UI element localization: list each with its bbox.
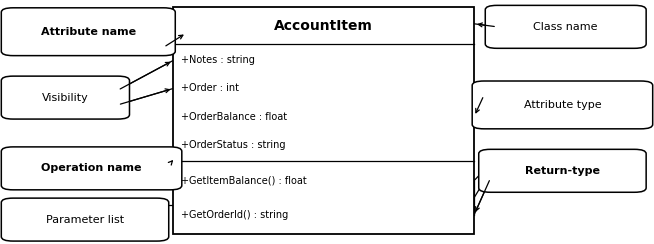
Text: +GetOrderId() : string: +GetOrderId() : string — [181, 210, 288, 220]
Text: +GetItemBalance() : float: +GetItemBalance() : float — [181, 176, 307, 185]
Text: +Notes : string: +Notes : string — [181, 55, 255, 65]
FancyBboxPatch shape — [485, 5, 646, 48]
Text: +OrderStatus : string: +OrderStatus : string — [181, 140, 286, 150]
FancyBboxPatch shape — [1, 8, 175, 56]
FancyBboxPatch shape — [1, 147, 182, 190]
Text: Return-type: Return-type — [525, 166, 600, 176]
FancyBboxPatch shape — [472, 81, 653, 129]
Text: Operation name: Operation name — [41, 163, 142, 173]
Text: Visibility: Visibility — [42, 93, 89, 102]
FancyBboxPatch shape — [1, 198, 169, 241]
Text: Class name: Class name — [534, 22, 598, 32]
Text: +Order : int: +Order : int — [181, 83, 239, 93]
Text: AccountItem: AccountItem — [274, 19, 373, 33]
Text: Parameter list: Parameter list — [46, 215, 124, 224]
FancyBboxPatch shape — [1, 76, 129, 119]
FancyBboxPatch shape — [479, 149, 646, 192]
Text: +OrderBalance : float: +OrderBalance : float — [181, 112, 287, 122]
Text: Attribute type: Attribute type — [524, 100, 601, 110]
Text: Attribute name: Attribute name — [41, 27, 136, 37]
FancyBboxPatch shape — [173, 7, 474, 234]
